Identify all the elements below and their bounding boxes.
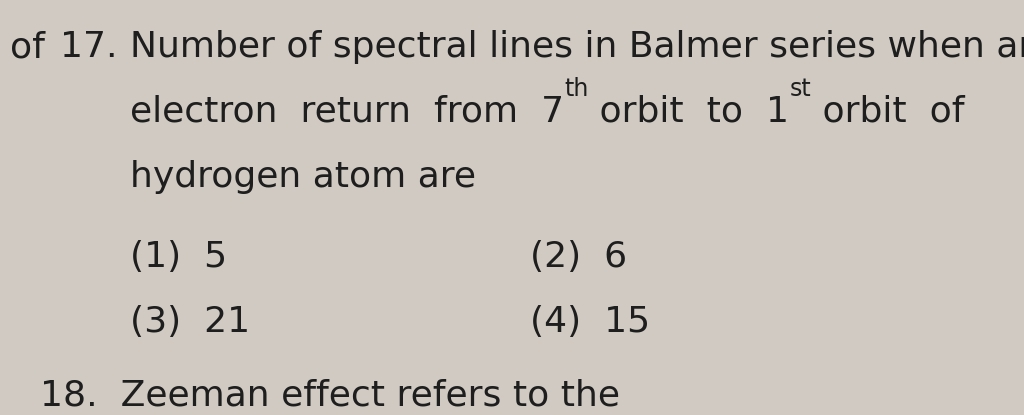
Text: Number of spectral lines in Balmer series when an: Number of spectral lines in Balmer serie… xyxy=(130,30,1024,64)
Text: (2)  6: (2) 6 xyxy=(530,240,627,274)
Text: hydrogen atom are: hydrogen atom are xyxy=(130,160,476,194)
Text: 18.  Zeeman effect refers to the: 18. Zeeman effect refers to the xyxy=(40,378,620,412)
Text: electron  return  from  7: electron return from 7 xyxy=(130,95,564,129)
Text: (4)  15: (4) 15 xyxy=(530,305,650,339)
Text: orbit  of: orbit of xyxy=(811,95,965,129)
Text: st: st xyxy=(790,77,811,101)
Text: (3)  21: (3) 21 xyxy=(130,305,250,339)
Text: (1)  5: (1) 5 xyxy=(130,240,227,274)
Text: orbit  to  1: orbit to 1 xyxy=(589,95,790,129)
Text: 17.: 17. xyxy=(60,30,118,64)
Text: of: of xyxy=(10,30,45,64)
Text: th: th xyxy=(564,77,589,101)
